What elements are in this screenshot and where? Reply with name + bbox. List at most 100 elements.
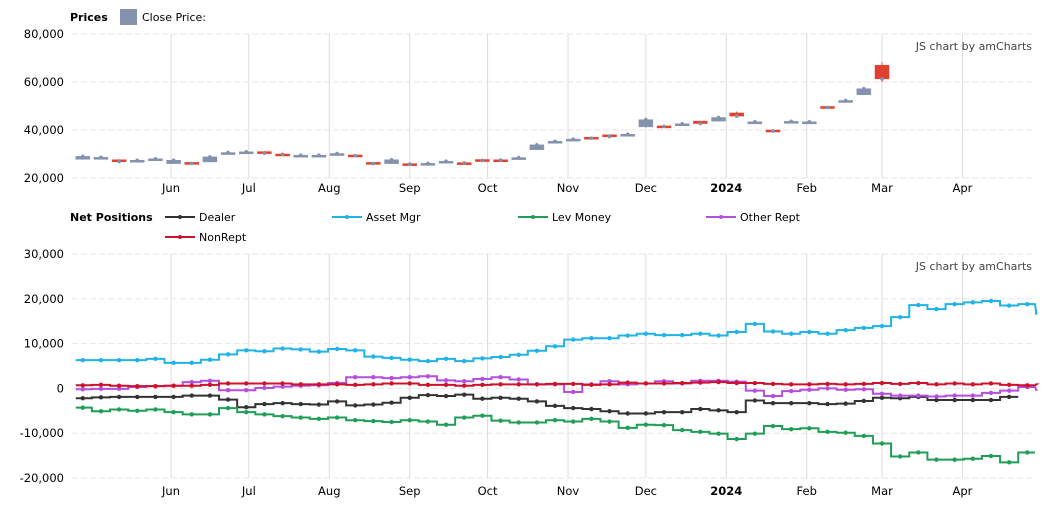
series-point[interactable]: [879, 323, 885, 329]
series-point[interactable]: [843, 327, 848, 333]
series-point[interactable]: [207, 382, 213, 388]
series-point[interactable]: [589, 382, 594, 388]
series-point[interactable]: [98, 395, 104, 400]
candle[interactable]: [874, 62, 890, 82]
series-point[interactable]: [788, 400, 794, 406]
legend-item-other-rept[interactable]: Other Rept: [706, 211, 801, 224]
series-point[interactable]: [734, 380, 739, 386]
series-point[interactable]: [661, 409, 667, 415]
series-point[interactable]: [371, 375, 376, 380]
candle[interactable]: [856, 86, 872, 96]
series-point[interactable]: [952, 457, 957, 462]
candle[interactable]: [130, 158, 145, 163]
candle[interactable]: [638, 117, 654, 128]
candle[interactable]: [693, 120, 708, 126]
candle[interactable]: [802, 120, 817, 125]
series-point[interactable]: [571, 389, 576, 395]
series-point[interactable]: [897, 314, 903, 320]
series-point[interactable]: [407, 418, 412, 423]
series-point[interactable]: [698, 429, 703, 435]
series-point[interactable]: [716, 333, 721, 338]
series-point[interactable]: [643, 411, 649, 416]
candle[interactable]: [674, 121, 690, 127]
series-point[interactable]: [480, 376, 485, 382]
series-point[interactable]: [207, 378, 213, 383]
series-point[interactable]: [734, 329, 739, 335]
legend-item-dealer[interactable]: Dealer: [165, 211, 236, 224]
series-point[interactable]: [843, 382, 848, 387]
candle[interactable]: [402, 162, 417, 166]
candle[interactable]: [565, 137, 581, 142]
close-price-legend-label[interactable]: Close Price:: [142, 11, 206, 24]
series-point[interactable]: [607, 382, 612, 387]
series-point[interactable]: [716, 431, 721, 436]
series-point[interactable]: [934, 306, 939, 312]
series-point[interactable]: [879, 391, 885, 396]
series-point[interactable]: [661, 332, 667, 338]
candle[interactable]: [311, 153, 327, 158]
series-point[interactable]: [480, 382, 485, 388]
series-point[interactable]: [298, 347, 303, 352]
series-point[interactable]: [807, 426, 812, 431]
series-point[interactable]: [734, 409, 739, 415]
candle[interactable]: [656, 124, 672, 129]
series-point[interactable]: [80, 405, 85, 410]
series-dealer[interactable]: [75, 392, 1019, 416]
series-point[interactable]: [262, 412, 267, 417]
series-point[interactable]: [988, 453, 994, 459]
candle[interactable]: [93, 155, 109, 160]
series-point[interactable]: [534, 399, 540, 404]
candle[interactable]: [220, 150, 236, 155]
series-point[interactable]: [371, 402, 376, 407]
series-point[interactable]: [552, 344, 558, 349]
series-point[interactable]: [244, 348, 249, 353]
series-point[interactable]: [1006, 388, 1012, 393]
series-point[interactable]: [280, 384, 285, 389]
series-point[interactable]: [916, 380, 921, 386]
series-point[interactable]: [843, 387, 848, 392]
series-point[interactable]: [843, 401, 848, 406]
series-point[interactable]: [825, 401, 830, 407]
series-point[interactable]: [970, 300, 976, 305]
series-point[interactable]: [462, 383, 467, 388]
series-point[interactable]: [80, 357, 85, 363]
series-point[interactable]: [80, 387, 85, 392]
series-point[interactable]: [807, 382, 812, 387]
series-point[interactable]: [698, 380, 703, 385]
series-point[interactable]: [916, 393, 921, 398]
series-point[interactable]: [443, 393, 449, 399]
series-point[interactable]: [952, 381, 957, 386]
series-point[interactable]: [516, 382, 521, 387]
series-point[interactable]: [135, 394, 140, 400]
series-point[interactable]: [334, 399, 340, 404]
candle[interactable]: [329, 151, 345, 156]
series-point[interactable]: [498, 418, 503, 423]
series-point[interactable]: [934, 382, 939, 387]
series-point[interactable]: [589, 336, 594, 341]
candle[interactable]: [838, 98, 853, 103]
series-point[interactable]: [552, 381, 558, 387]
series-point[interactable]: [879, 441, 885, 446]
series-point[interactable]: [280, 346, 285, 351]
series-point[interactable]: [516, 420, 521, 425]
series-point[interactable]: [498, 395, 503, 401]
series-point[interactable]: [661, 422, 667, 428]
prices-credit-link[interactable]: JS chart by amCharts: [915, 40, 1032, 53]
series-point[interactable]: [752, 388, 758, 393]
series-point[interactable]: [970, 393, 976, 398]
series-point[interactable]: [462, 379, 467, 384]
candle[interactable]: [511, 155, 526, 160]
series-point[interactable]: [534, 382, 540, 387]
series-point[interactable]: [643, 381, 649, 386]
series-point[interactable]: [970, 456, 976, 461]
series-point[interactable]: [589, 416, 594, 422]
series-point[interactable]: [516, 396, 521, 401]
series-point[interactable]: [1025, 450, 1030, 455]
series-point[interactable]: [80, 396, 85, 401]
series-point[interactable]: [716, 379, 721, 385]
series-point[interactable]: [861, 398, 867, 404]
series-point[interactable]: [571, 381, 576, 387]
series-point[interactable]: [98, 382, 104, 388]
series-point[interactable]: [861, 325, 867, 331]
series-point[interactable]: [262, 349, 267, 354]
